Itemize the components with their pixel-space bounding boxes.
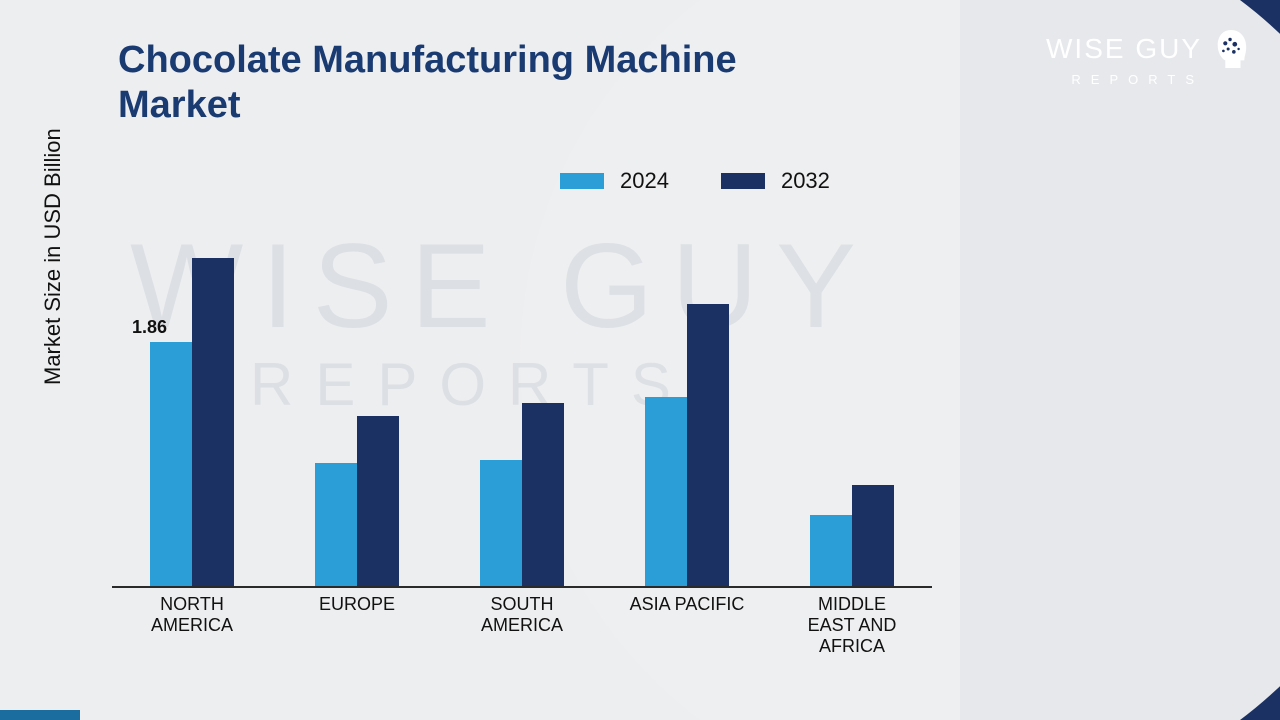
logo-text-2: REPORTS <box>1046 72 1204 87</box>
chart-title: Chocolate Manufacturing Machine Market <box>118 38 838 128</box>
legend: 2024 2032 <box>560 168 830 194</box>
head-icon <box>1212 28 1250 70</box>
bar-group <box>462 403 582 588</box>
x-axis-line <box>112 586 932 588</box>
x-label: EUROPE <box>297 594 417 658</box>
x-label: NORTH AMERICA <box>132 594 252 658</box>
bar-2032 <box>357 416 399 588</box>
bar-chart: 1.86 <box>112 192 932 588</box>
bar-2032 <box>522 403 564 588</box>
bar-2032 <box>852 485 894 588</box>
legend-swatch-2024 <box>560 173 604 189</box>
legend-label-2024: 2024 <box>620 168 669 194</box>
bar-2032 <box>687 304 729 588</box>
x-label: ASIA PACIFIC <box>627 594 747 658</box>
x-axis-labels: NORTH AMERICA EUROPE SOUTH AMERICA ASIA PAC… <box>112 594 932 658</box>
x-label: MIDDLE EAST AND AFRICA <box>792 594 912 658</box>
y-axis-label: Market Size in USD Billion <box>40 128 66 385</box>
bar-group <box>792 485 912 588</box>
bar-2024 <box>150 342 192 588</box>
legend-item-2024: 2024 <box>560 168 669 194</box>
bar-group <box>627 304 747 588</box>
bar-group <box>297 416 417 588</box>
legend-label-2032: 2032 <box>781 168 830 194</box>
bar-group: 1.86 <box>132 258 252 588</box>
footer-accent <box>0 710 80 720</box>
bar-2024 <box>645 397 687 588</box>
logo-text-1: WISE GUY <box>1046 33 1202 65</box>
bar-2024 <box>810 515 852 588</box>
legend-swatch-2032 <box>721 173 765 189</box>
value-label: 1.86 <box>132 317 167 338</box>
legend-item-2032: 2032 <box>721 168 830 194</box>
bar-2024 <box>315 463 357 588</box>
x-label: SOUTH AMERICA <box>462 594 582 658</box>
brand-logo: WISE GUY REPORTS <box>1046 28 1250 87</box>
bar-2032 <box>192 258 234 588</box>
bar-2024 <box>480 460 522 588</box>
